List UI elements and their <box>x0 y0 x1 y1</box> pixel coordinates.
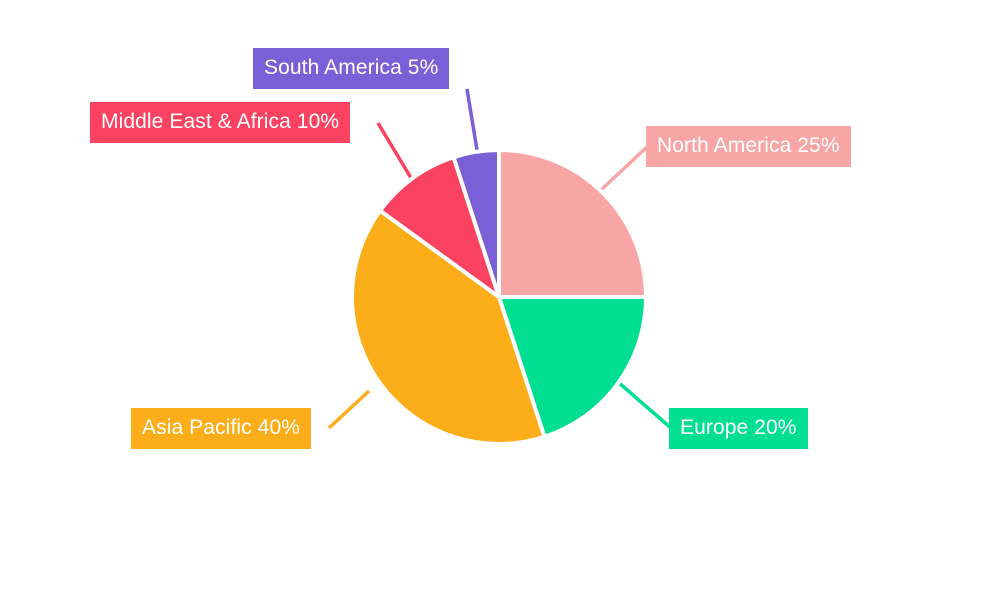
pie-slice-asia-pacific[interactable] <box>350 208 547 446</box>
leader-line-europe <box>616 380 673 430</box>
leader-line-group <box>327 88 673 430</box>
leader-line-north-america <box>599 144 650 192</box>
pie-label-middle-east-africa: Middle East & Africa 10% <box>90 102 351 143</box>
leader-line-south-america <box>465 88 480 157</box>
pie-slice-group <box>350 148 648 446</box>
leader-line-middle-east-africa <box>376 122 413 179</box>
pie-slice-europe[interactable] <box>497 295 648 439</box>
pie-slice-middle-east-africa[interactable] <box>378 155 501 299</box>
pie-label-north-america: North America 25% <box>646 126 851 167</box>
pie-slice-south-america[interactable] <box>451 148 501 299</box>
pie-slice-north-america[interactable] <box>497 148 648 299</box>
leader-line-asia-pacific <box>327 389 371 430</box>
pie-label-europe: Europe 20% <box>669 408 808 449</box>
pie-label-south-america: South America 5% <box>253 48 450 89</box>
pie-label-asia-pacific: Asia Pacific 40% <box>131 408 312 449</box>
